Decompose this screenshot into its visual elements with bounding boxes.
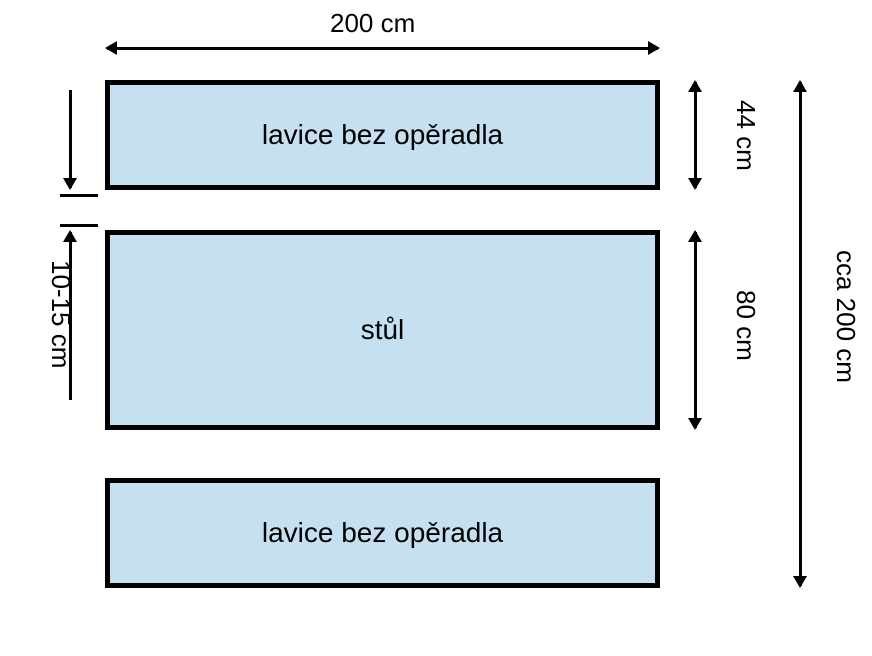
width-dimension-label: 200 cm <box>330 8 415 39</box>
arrow-down-icon <box>793 576 807 588</box>
bench-bottom-box: lavice bez opěradla <box>105 478 660 588</box>
arrow-up-icon <box>793 80 807 92</box>
bench-height-line <box>694 82 697 188</box>
arrow-down-icon <box>63 178 77 190</box>
width-dimension-line <box>107 47 658 50</box>
table-label: stůl <box>361 314 405 346</box>
diagram-stage: lavice bez opěradla stůl lavice bez opěr… <box>0 0 872 656</box>
total-height-line <box>799 82 802 586</box>
gap-dimension-label: 10-15 cm <box>45 260 76 368</box>
bench-bottom-label: lavice bez opěradla <box>262 517 503 549</box>
gap-tick-top <box>60 194 98 197</box>
table-height-label: 80 cm <box>730 290 761 361</box>
bench-top-box: lavice bez opěradla <box>105 80 660 190</box>
table-height-line <box>694 232 697 428</box>
arrow-right-icon <box>648 41 660 55</box>
arrow-left-icon <box>105 41 117 55</box>
table-box: stůl <box>105 230 660 430</box>
arrow-up-icon <box>688 80 702 92</box>
bench-height-label: 44 cm <box>730 100 761 171</box>
bench-top-label: lavice bez opěradla <box>262 119 503 151</box>
gap-line-top <box>69 90 72 188</box>
arrow-down-icon <box>688 418 702 430</box>
total-height-label: cca 200 cm <box>830 250 861 383</box>
arrow-down-icon <box>688 178 702 190</box>
arrow-up-icon <box>63 230 77 242</box>
gap-tick-bottom <box>60 224 98 227</box>
arrow-up-icon <box>688 230 702 242</box>
